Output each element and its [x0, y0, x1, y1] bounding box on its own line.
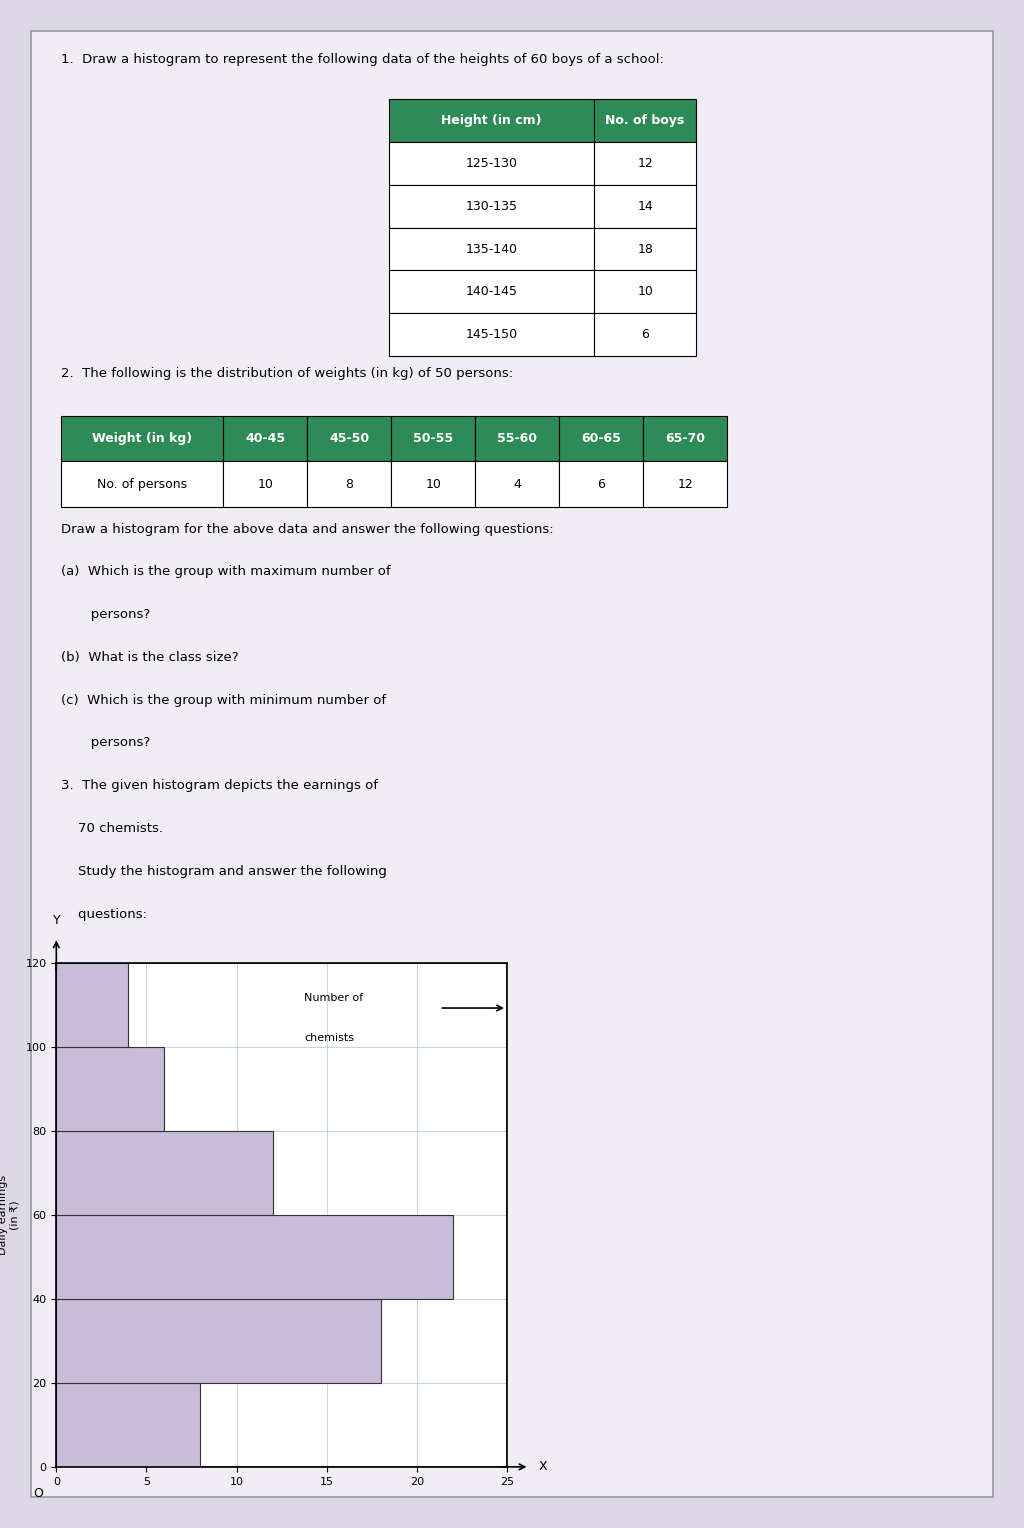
Text: chemists: chemists: [304, 1033, 354, 1044]
Text: 10: 10: [257, 478, 273, 490]
Bar: [643, 416, 727, 461]
Text: 10: 10: [637, 286, 653, 298]
Text: 125-130: 125-130: [466, 157, 517, 170]
Text: 18: 18: [637, 243, 653, 255]
Text: Weight (in kg): Weight (in kg): [92, 432, 193, 445]
Text: (d)  How many chemists earn less than ₹ 60 per day?: (d) How many chemists earn less than ₹ 6…: [61, 1122, 418, 1135]
Text: 2.  The following is the distribution of weights (in kg) of 50 persons:: 2. The following is the distribution of …: [61, 367, 514, 380]
Bar: [594, 185, 696, 228]
Text: 145-150: 145-150: [466, 329, 517, 341]
Bar: [223, 461, 307, 507]
Y-axis label: Daily earnings
(in ₹): Daily earnings (in ₹): [0, 1175, 19, 1254]
Text: 65-70: 65-70: [665, 432, 706, 445]
Text: (a)  Which is the group with maximum number of: (a) Which is the group with maximum numb…: [61, 565, 391, 579]
Text: 10: 10: [425, 478, 441, 490]
Text: (c)  Which is the group with minimum number of: (c) Which is the group with minimum numb…: [61, 694, 387, 707]
Bar: [594, 270, 696, 313]
Text: Height (in cm): Height (in cm): [441, 115, 542, 127]
Bar: [307, 416, 391, 461]
Text: Number of: Number of: [304, 993, 364, 1002]
Bar: [56, 1215, 453, 1299]
Text: 40-45: 40-45: [245, 432, 286, 445]
Text: Study the histogram and answer the following: Study the histogram and answer the follo…: [61, 865, 387, 879]
Text: No. of boys: No. of boys: [605, 115, 685, 127]
Text: 12: 12: [637, 157, 653, 170]
Bar: [594, 99, 696, 142]
Text: Y: Y: [52, 914, 60, 927]
Text: 4: 4: [513, 478, 521, 490]
Text: (b)  Which is the group with maximum earnings?: (b) Which is the group with maximum earn…: [61, 1036, 387, 1050]
Text: 12: 12: [677, 478, 693, 490]
Bar: [389, 99, 594, 142]
Text: persons?: persons?: [61, 736, 151, 750]
Bar: [61, 416, 223, 461]
Text: 14: 14: [637, 200, 653, 212]
Text: 1.  Draw a histogram to represent the following data of the heights of 60 boys o: 1. Draw a histogram to represent the fol…: [61, 53, 665, 67]
Bar: [56, 1383, 201, 1467]
Text: 130-135: 130-135: [466, 200, 517, 212]
Bar: [56, 1131, 272, 1215]
Text: 70 chemists.: 70 chemists.: [61, 822, 164, 836]
Text: (c)  Which is the group with minimum earnings?: (c) Which is the group with minimum earn…: [61, 1079, 382, 1093]
Bar: [594, 313, 696, 356]
Bar: [643, 461, 727, 507]
Text: 50-55: 50-55: [413, 432, 454, 445]
Bar: [391, 416, 475, 461]
Bar: [389, 142, 594, 185]
Text: persons?: persons?: [61, 608, 151, 622]
Bar: [56, 963, 128, 1047]
Bar: [594, 142, 696, 185]
Bar: [594, 228, 696, 270]
Text: 6: 6: [597, 478, 605, 490]
Bar: [56, 1299, 381, 1383]
Bar: [56, 1047, 165, 1131]
Bar: [391, 461, 475, 507]
Text: O: O: [34, 1487, 43, 1500]
Bar: [559, 461, 643, 507]
Text: 60-65: 60-65: [582, 432, 621, 445]
Bar: [475, 416, 559, 461]
Text: 140-145: 140-145: [466, 286, 517, 298]
Bar: [56, 963, 507, 1467]
Bar: [559, 416, 643, 461]
Bar: [307, 461, 391, 507]
Bar: [389, 313, 594, 356]
Text: 55-60: 55-60: [497, 432, 538, 445]
Bar: [475, 461, 559, 507]
Text: Draw a histogram for the above data and answer the following questions:: Draw a histogram for the above data and …: [61, 523, 554, 536]
Bar: [389, 185, 594, 228]
Text: (a)  What is the class size?: (a) What is the class size?: [61, 993, 239, 1007]
Text: 45-50: 45-50: [329, 432, 370, 445]
Text: 3.  The given histogram depicts the earnings of: 3. The given histogram depicts the earni…: [61, 779, 379, 793]
Text: No. of persons: No. of persons: [97, 478, 187, 490]
Text: 8: 8: [345, 478, 353, 490]
Text: (b)  What is the class size?: (b) What is the class size?: [61, 651, 239, 665]
Bar: [61, 461, 223, 507]
Bar: [389, 270, 594, 313]
Text: questions:: questions:: [61, 908, 147, 921]
Bar: [389, 228, 594, 270]
Bar: [223, 416, 307, 461]
Text: 6: 6: [641, 329, 649, 341]
Text: 135-140: 135-140: [466, 243, 517, 255]
Text: X: X: [539, 1461, 547, 1473]
